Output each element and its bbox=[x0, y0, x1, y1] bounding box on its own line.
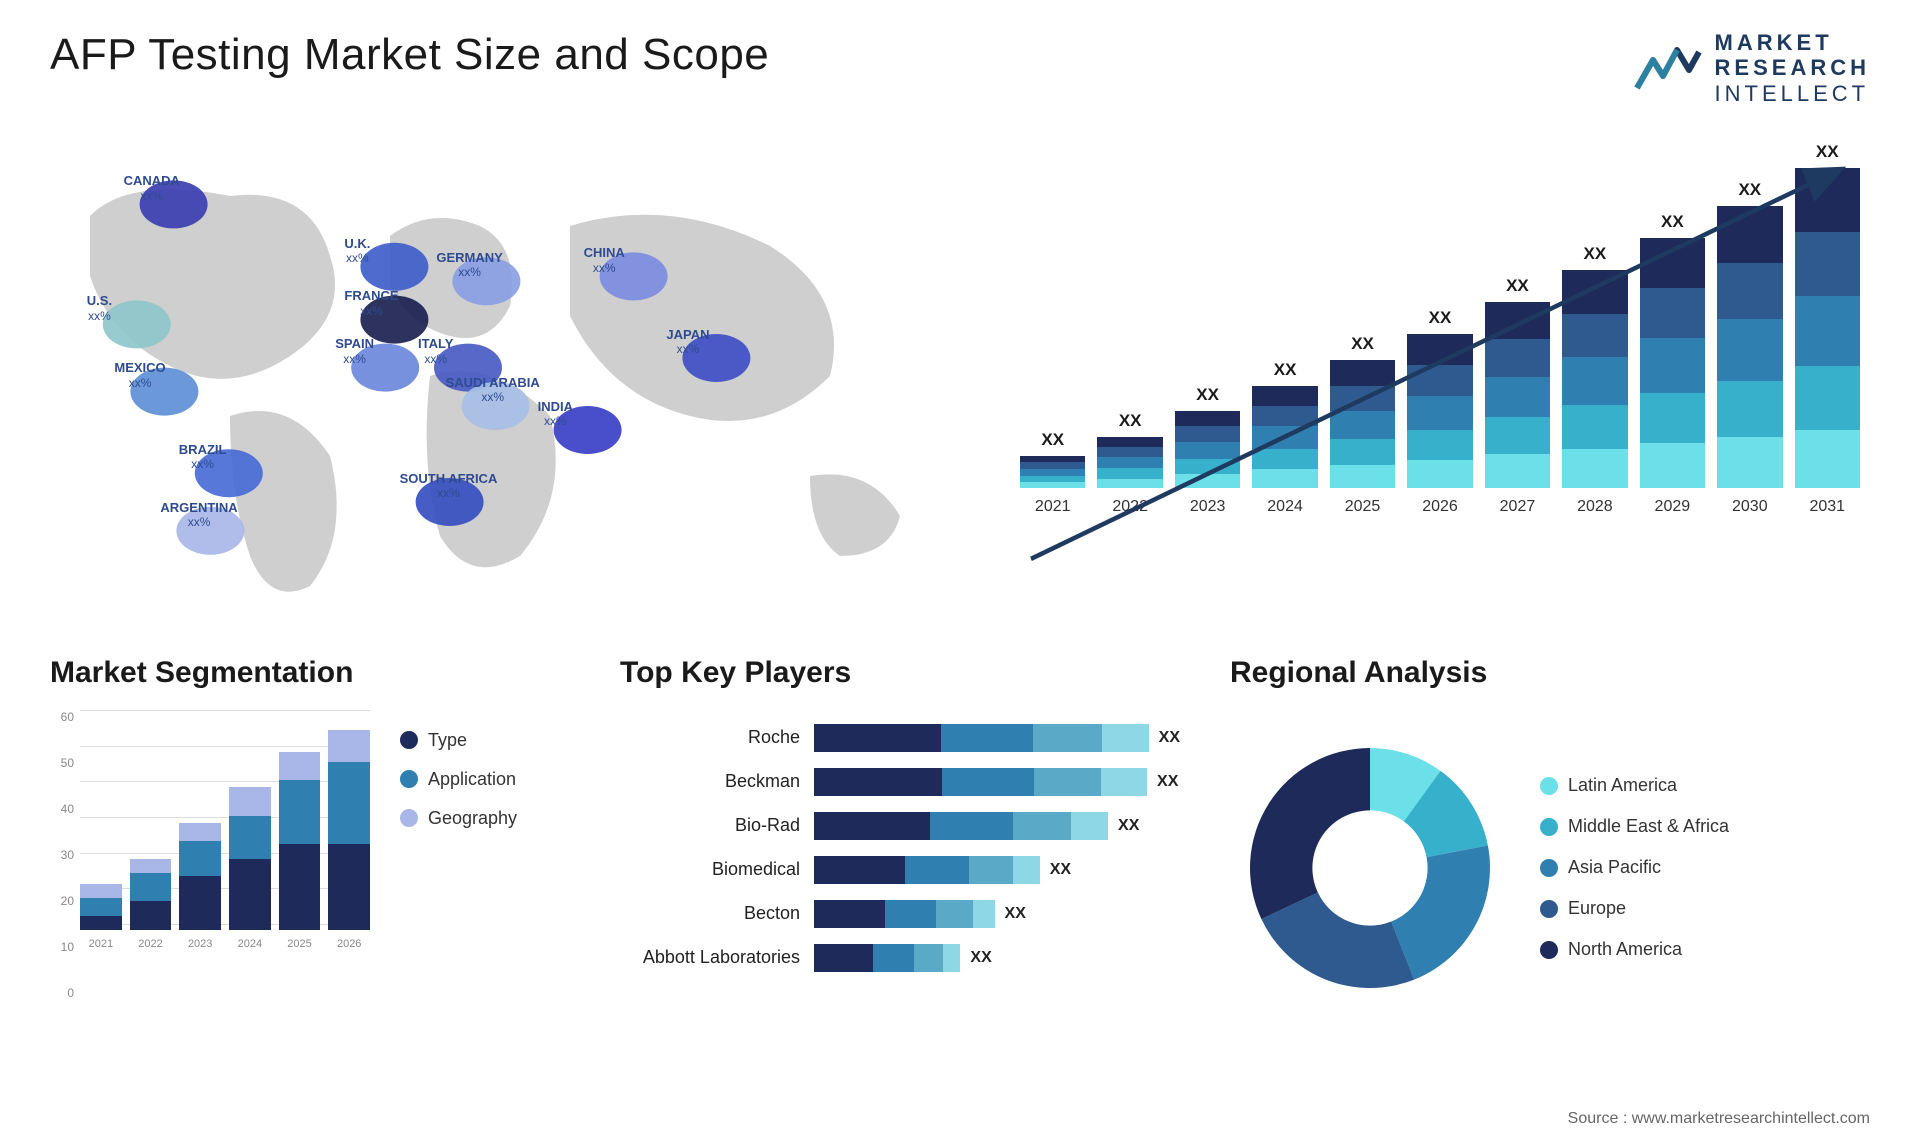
map-label-saudi-arabia: SAUDI ARABIAxx% bbox=[446, 376, 540, 405]
growth-value-label: XX bbox=[1816, 142, 1839, 162]
seg-col-2021: 2021 bbox=[80, 884, 122, 950]
growth-col-2021: XX 2021 bbox=[1020, 430, 1085, 516]
growth-value-label: XX bbox=[1351, 334, 1374, 354]
regional-legend-middle-east-africa: Middle East & Africa bbox=[1540, 816, 1729, 837]
growth-col-2026: XX 2026 bbox=[1407, 308, 1472, 516]
segmentation-legend: Type Application Geography bbox=[400, 710, 517, 1026]
growth-col-2027: XX 2027 bbox=[1485, 276, 1550, 516]
player-row-roche: RocheXX bbox=[620, 720, 1180, 756]
seg-legend-type: Type bbox=[400, 730, 517, 751]
growth-year-label: 2028 bbox=[1577, 498, 1613, 516]
growth-value-label: XX bbox=[1041, 430, 1064, 450]
segmentation-chart: 6050403020100 202120222023202420252026 bbox=[50, 710, 370, 1026]
growth-col-2029: XX 2029 bbox=[1640, 212, 1705, 516]
seg-col-2026: 2026 bbox=[328, 730, 370, 950]
map-label-italy: ITALYxx% bbox=[418, 337, 453, 366]
growth-year-label: 2023 bbox=[1190, 498, 1226, 516]
growth-col-2023: XX 2023 bbox=[1175, 385, 1240, 516]
logo-mark-icon bbox=[1633, 40, 1703, 96]
regional-donut-chart bbox=[1230, 728, 1510, 1008]
growth-year-label: 2031 bbox=[1809, 498, 1845, 516]
player-row-abbott-laboratories: Abbott LaboratoriesXX bbox=[620, 940, 1180, 976]
growth-year-label: 2022 bbox=[1112, 498, 1148, 516]
map-label-u-s-: U.S.xx% bbox=[87, 294, 112, 323]
logo-text: MARKET RESEARCH INTELLECT bbox=[1715, 30, 1870, 106]
map-label-u-k-: U.K.xx% bbox=[344, 237, 370, 266]
player-row-bio-rad: Bio-RadXX bbox=[620, 808, 1180, 844]
growth-col-2028: XX 2028 bbox=[1562, 244, 1627, 516]
players-title: Top Key Players bbox=[620, 656, 1180, 690]
growth-col-2022: XX 2022 bbox=[1097, 411, 1162, 516]
regional-legend: Latin America Middle East & Africa Asia Pa… bbox=[1540, 775, 1729, 960]
growth-value-label: XX bbox=[1196, 385, 1219, 405]
map-label-south-africa: SOUTH AFRICAxx% bbox=[400, 472, 498, 501]
growth-value-label: XX bbox=[1429, 308, 1452, 328]
growth-value-label: XX bbox=[1274, 360, 1297, 380]
map-label-mexico: MEXICOxx% bbox=[114, 361, 165, 390]
growth-value-label: XX bbox=[1584, 244, 1607, 264]
regional-legend-latin-america: Latin America bbox=[1540, 775, 1729, 796]
growth-year-label: 2021 bbox=[1035, 498, 1071, 516]
map-label-brazil: BRAZILxx% bbox=[179, 443, 227, 472]
growth-value-label: XX bbox=[1119, 411, 1142, 431]
seg-col-2023: 2023 bbox=[179, 823, 221, 950]
map-label-france: FRANCExx% bbox=[344, 289, 398, 318]
growth-year-label: 2027 bbox=[1500, 498, 1536, 516]
regional-panel: Regional Analysis Latin America Middle Ea… bbox=[1230, 656, 1870, 1026]
map-label-spain: SPAINxx% bbox=[335, 337, 374, 366]
map-label-argentina: ARGENTINAxx% bbox=[160, 501, 237, 530]
map-label-germany: GERMANYxx% bbox=[436, 251, 502, 280]
growth-col-2025: XX 2025 bbox=[1330, 334, 1395, 516]
regional-title: Regional Analysis bbox=[1230, 656, 1870, 690]
seg-legend-application: Application bbox=[400, 769, 517, 790]
map-label-china: CHINAxx% bbox=[584, 246, 625, 275]
growth-chart-panel: XX 2021 XX 2022 XX 2023 XX 2024 XX 2025 XX 2026 XX 20… bbox=[1010, 136, 1870, 616]
world-map-panel: CANADAxx% U.S.xx% MEXICOxx% BRAZILxx% ARGENT… bbox=[50, 136, 970, 616]
growth-year-label: 2025 bbox=[1345, 498, 1381, 516]
map-label-canada: CANADAxx% bbox=[124, 174, 180, 203]
growth-value-label: XX bbox=[1738, 180, 1761, 200]
growth-col-2031: XX 2031 bbox=[1795, 142, 1860, 516]
players-panel: Top Key Players RocheXX BeckmanXX Bio-RadX… bbox=[620, 656, 1180, 1026]
donut-slice-north-america bbox=[1250, 748, 1370, 919]
brand-logo: MARKET RESEARCH INTELLECT bbox=[1633, 30, 1870, 106]
regional-legend-europe: Europe bbox=[1540, 898, 1729, 919]
growth-value-label: XX bbox=[1506, 276, 1529, 296]
growth-value-label: XX bbox=[1661, 212, 1684, 232]
regional-legend-asia-pacific: Asia Pacific bbox=[1540, 857, 1729, 878]
player-row-biomedical: BiomedicalXX bbox=[620, 852, 1180, 888]
seg-col-2025: 2025 bbox=[279, 752, 321, 950]
growth-year-label: 2029 bbox=[1655, 498, 1691, 516]
regional-legend-north-america: North America bbox=[1540, 939, 1729, 960]
segmentation-title: Market Segmentation bbox=[50, 656, 570, 690]
source-attribution: Source : www.marketresearchintellect.com bbox=[1568, 1110, 1870, 1128]
growth-col-2024: XX 2024 bbox=[1252, 360, 1317, 516]
seg-col-2022: 2022 bbox=[130, 859, 172, 950]
map-label-japan: JAPANxx% bbox=[666, 328, 709, 357]
growth-col-2030: XX 2030 bbox=[1717, 180, 1782, 516]
seg-col-2024: 2024 bbox=[229, 787, 271, 950]
page-title: AFP Testing Market Size and Scope bbox=[50, 30, 769, 80]
players-chart: RocheXX BeckmanXX Bio-RadXX BiomedicalXX Bec… bbox=[620, 710, 1180, 976]
player-row-beckman: BeckmanXX bbox=[620, 764, 1180, 800]
seg-legend-geography: Geography bbox=[400, 808, 517, 829]
growth-year-label: 2026 bbox=[1422, 498, 1458, 516]
growth-year-label: 2024 bbox=[1267, 498, 1303, 516]
segmentation-panel: Market Segmentation 6050403020100 202120… bbox=[50, 656, 570, 1026]
map-label-india: INDIAxx% bbox=[538, 400, 573, 429]
player-row-becton: BectonXX bbox=[620, 896, 1180, 932]
growth-year-label: 2030 bbox=[1732, 498, 1768, 516]
